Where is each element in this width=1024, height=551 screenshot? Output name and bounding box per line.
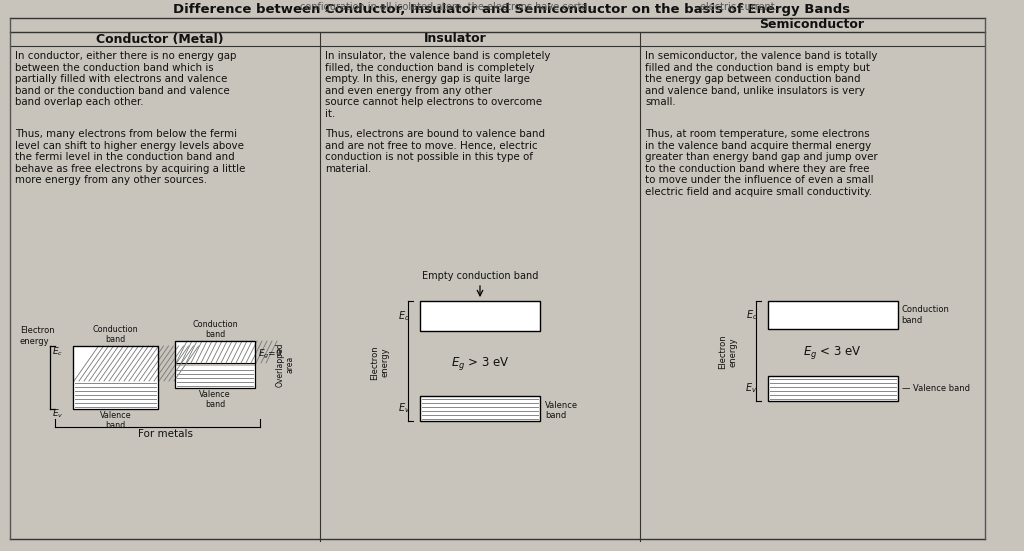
Text: Electron
energy: Electron energy	[718, 334, 737, 369]
Bar	[768, 301, 897, 329]
Bar	[73, 346, 158, 409]
Text: Conduction
band: Conduction band	[901, 305, 949, 325]
Text: electric current.: electric current.	[700, 2, 777, 12]
Text: Empty conduction band: Empty conduction band	[422, 271, 539, 281]
Text: $E_g$=0: $E_g$=0	[258, 348, 283, 361]
Text: Valence
band: Valence band	[99, 411, 131, 430]
Bar	[73, 346, 158, 409]
Bar	[175, 341, 255, 363]
Text: $E_g$ < 3 eV: $E_g$ < 3 eV	[803, 344, 862, 361]
Text: $E_v$: $E_v$	[397, 402, 410, 415]
Bar	[420, 396, 540, 421]
Text: Conduction
band: Conduction band	[193, 320, 238, 339]
Text: $E_g$ > 3 eV: $E_g$ > 3 eV	[451, 355, 509, 372]
Bar	[175, 341, 255, 388]
Text: Conductor (Metal): Conductor (Metal)	[96, 33, 224, 46]
Text: $E_c$: $E_c$	[52, 345, 63, 358]
Text: Difference between Conductor, Insulator and Semiconductor on the basis of Energy: Difference between Conductor, Insulator …	[173, 3, 851, 16]
Text: Thus, at room temperature, some electrons
in the valence band acquire thermal en: Thus, at room temperature, some electron…	[645, 129, 878, 197]
Text: Electron
energy: Electron energy	[20, 326, 54, 345]
Text: Overlapped
area: Overlapped area	[275, 342, 295, 387]
Text: For metals: For metals	[137, 429, 193, 439]
Text: In conductor, either there is no energy gap
between the conduction band which is: In conductor, either there is no energy …	[15, 51, 237, 107]
Text: Insulator: Insulator	[424, 33, 486, 46]
Text: Thus, electrons are bound to valence band
and are not free to move. Hence, elect: Thus, electrons are bound to valence ban…	[325, 129, 545, 174]
Bar	[73, 381, 158, 409]
Text: $E_c$: $E_c$	[398, 309, 410, 323]
Text: configuration in all isolated atom, the electrons have certa...: configuration in all isolated atom, the …	[300, 2, 597, 12]
Text: In semiconductor, the valence band is totally
filled and the conduction band is : In semiconductor, the valence band is to…	[645, 51, 878, 107]
Text: $E_c$: $E_c$	[745, 308, 758, 322]
Text: Electron
energy: Electron energy	[371, 345, 390, 380]
Text: In insulator, the valence band is completely
filled, the conduction band is comp: In insulator, the valence band is comple…	[325, 51, 551, 119]
Bar	[420, 301, 540, 331]
Text: — Valence band: — Valence band	[901, 384, 970, 393]
Text: $E_v$: $E_v$	[745, 382, 758, 396]
Text: $E_v$: $E_v$	[52, 408, 63, 420]
Text: Valence
band: Valence band	[545, 401, 579, 420]
Bar	[175, 366, 255, 388]
Text: Valence
band: Valence band	[200, 390, 230, 409]
Text: Thus, many electrons from below the fermi
level can shift to higher energy level: Thus, many electrons from below the ferm…	[15, 129, 246, 185]
Text: Semiconductor: Semiconductor	[760, 19, 864, 31]
Text: Conduction
band: Conduction band	[93, 325, 138, 344]
Bar	[768, 376, 897, 401]
